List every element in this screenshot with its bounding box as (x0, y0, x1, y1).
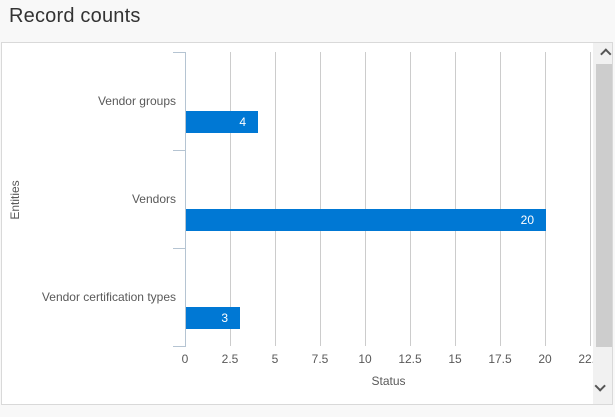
page-title: Record counts (9, 5, 141, 27)
x-tick-label: 7.5 (311, 352, 329, 366)
x-gridline (230, 52, 231, 346)
chart-plot-area: Vendor groups Vendors Vendor certification… (2, 43, 612, 404)
x-tick-label: 12.5 (398, 352, 422, 366)
category-label: Vendors (131, 192, 176, 206)
category-label: Vendor groups (97, 94, 176, 108)
chevron-down-icon (594, 380, 606, 392)
scroll-down-button[interactable] (593, 377, 612, 395)
x-gridline (590, 52, 591, 346)
bar-vendor-groups[interactable]: 4 (186, 111, 258, 133)
bar-vendor-certification-types[interactable]: 3 (186, 307, 240, 329)
x-tick-label: 5 (271, 352, 279, 366)
x-gridline (320, 52, 321, 346)
chevron-up-icon (599, 48, 611, 60)
x-tick-label: 0 (181, 352, 189, 366)
x-tick-label: 20 (538, 352, 552, 366)
x-gridline (455, 52, 456, 346)
y-axis-tick (173, 52, 186, 53)
y-axis-tick (173, 346, 186, 347)
x-tick-label: 15 (448, 352, 462, 366)
x-tick-label: 2.5 (221, 352, 239, 366)
y-axis-tick (173, 150, 186, 151)
bar-vendors[interactable]: 20 (186, 209, 546, 231)
x-gridline (275, 52, 276, 346)
vertical-scrollbar[interactable] (593, 43, 612, 404)
y-axis-title: Entities (8, 180, 22, 220)
x-gridline (545, 52, 546, 346)
bar-value-label: 20 (520, 213, 534, 227)
scrollbar-thumb[interactable] (596, 64, 612, 347)
y-axis-tick (173, 248, 186, 249)
category-label: Vendor certification types (41, 290, 176, 304)
bar-value-label: 4 (239, 115, 246, 129)
chart-panel: Vendor groups Vendors Vendor certification… (1, 42, 613, 405)
x-tick-label: 10 (358, 352, 372, 366)
scroll-up-button[interactable] (593, 45, 612, 63)
y-axis-line (185, 52, 186, 346)
x-axis-title: Status (371, 374, 406, 388)
x-gridline (500, 52, 501, 346)
x-tick-label: 17.5 (488, 352, 512, 366)
x-gridline (365, 52, 366, 346)
x-gridline (410, 52, 411, 346)
bar-value-label: 3 (221, 311, 228, 325)
